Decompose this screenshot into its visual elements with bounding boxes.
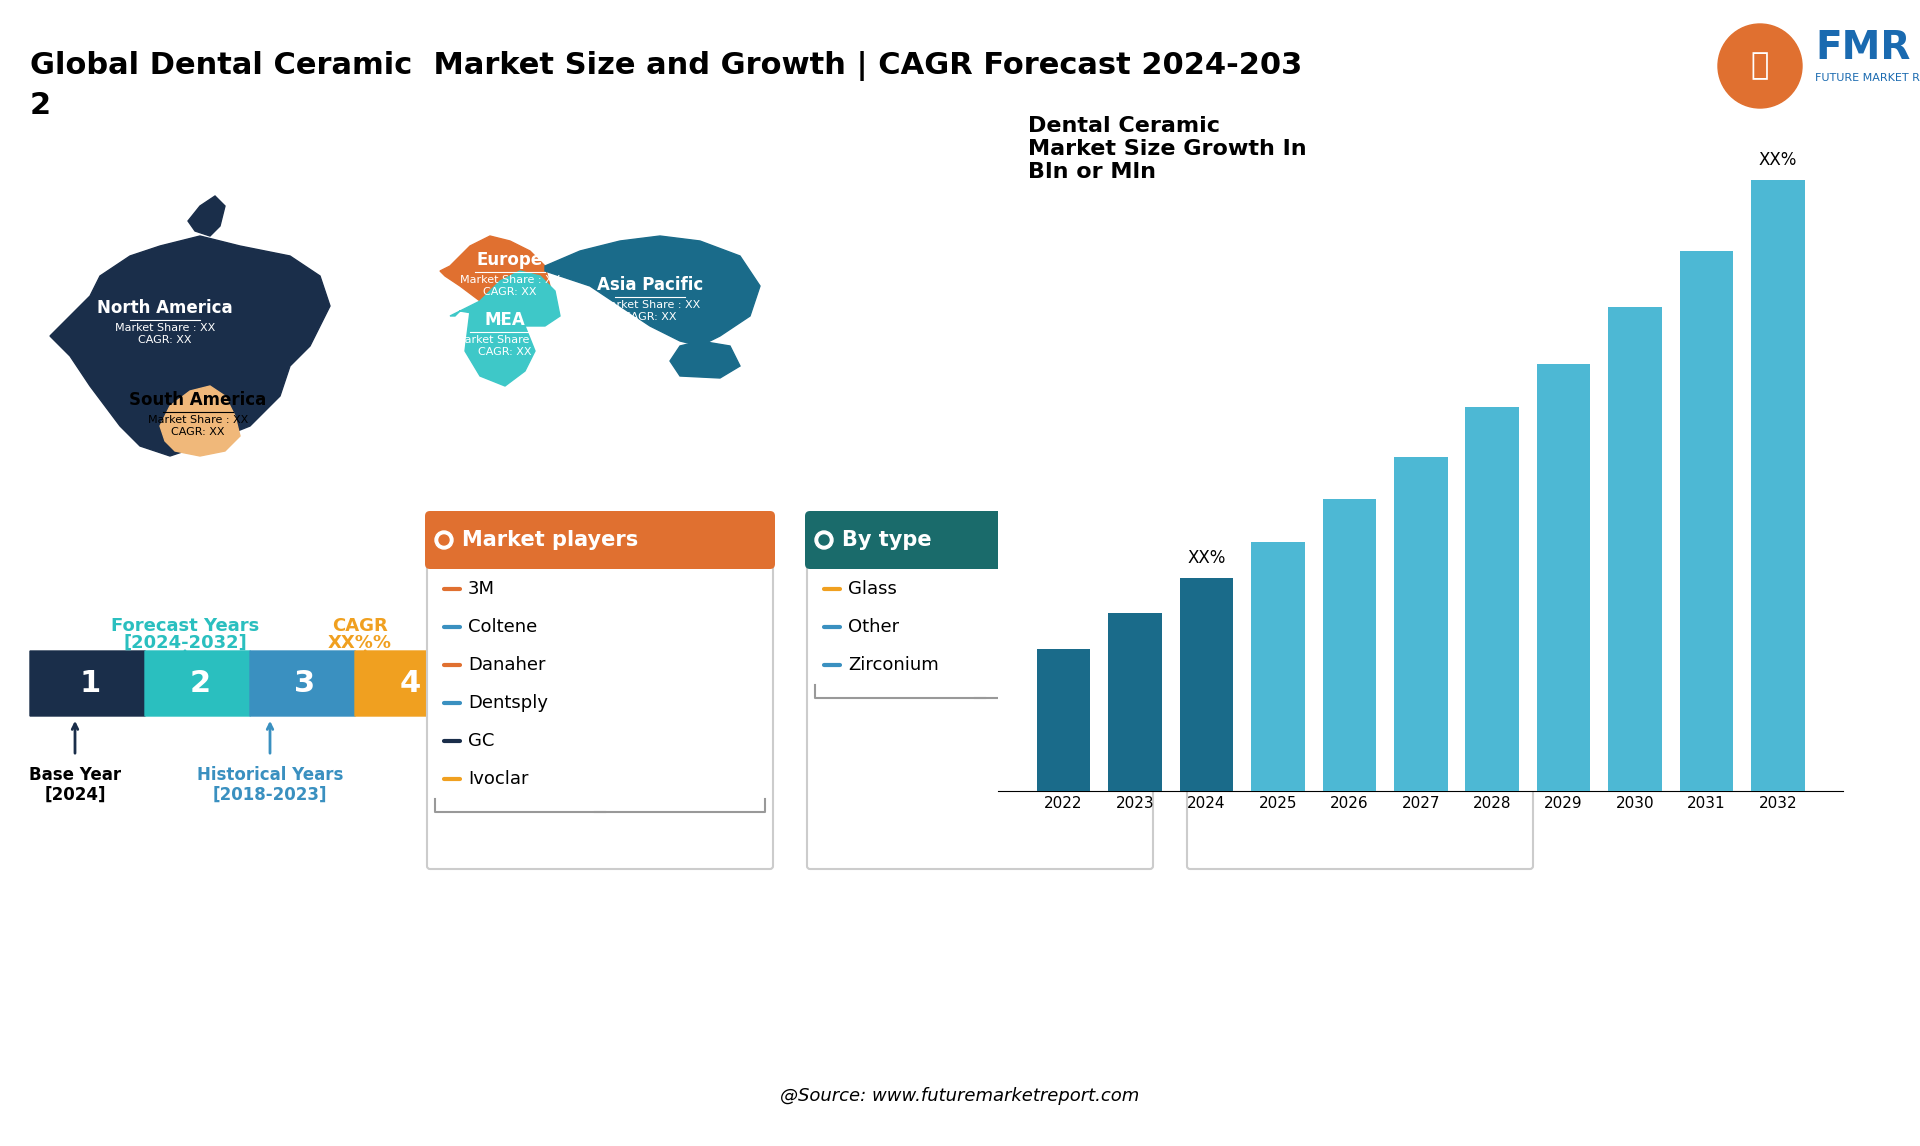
Circle shape [436,531,453,549]
Text: Base Year: Base Year [29,766,121,784]
Bar [1108,613,1162,791]
Polygon shape [355,651,474,716]
Text: Europe: Europe [476,251,543,269]
Bar [1680,251,1734,791]
Text: FMR: FMR [1814,29,1910,66]
FancyBboxPatch shape [426,551,774,869]
Bar [1037,649,1091,791]
Polygon shape [50,236,330,456]
Text: Coltene: Coltene [468,618,538,636]
Text: By type: By type [843,529,931,550]
Polygon shape [545,236,760,346]
Text: XX%: XX% [1187,549,1225,567]
Text: Market Share : XX: Market Share : XX [599,300,701,311]
Text: Global Dental Ceramic  Market Size and Growth | CAGR Forecast 2024-203: Global Dental Ceramic Market Size and Gr… [31,52,1302,81]
Text: Hospital: Hospital [1229,618,1302,636]
Polygon shape [146,651,265,716]
Polygon shape [440,236,549,316]
Polygon shape [31,651,159,716]
Bar [1751,180,1805,791]
Text: 3M: 3M [468,580,495,598]
Text: Dental Ceramic
Market Size Growth In
Bln or Mln: Dental Ceramic Market Size Growth In Bln… [1027,116,1306,182]
Text: 3: 3 [294,669,315,698]
Text: MEA: MEA [484,311,526,329]
Text: Historical Years: Historical Years [198,766,344,784]
Bar [1536,364,1590,791]
Text: XX%%: XX%% [328,634,392,652]
Bar [1323,500,1377,791]
Polygon shape [449,270,561,325]
Circle shape [1198,535,1210,545]
Text: Glass: Glass [849,580,897,598]
FancyBboxPatch shape [424,511,776,570]
Text: CAGR: XX: CAGR: XX [138,335,192,345]
FancyBboxPatch shape [804,511,1156,570]
Circle shape [1718,24,1803,108]
Text: 1: 1 [79,669,100,698]
Text: South America: South America [129,391,267,409]
FancyBboxPatch shape [1187,551,1532,869]
Bar [1394,457,1448,791]
FancyBboxPatch shape [1185,511,1534,570]
Text: Other: Other [849,618,899,636]
FancyBboxPatch shape [806,551,1154,869]
Text: FUTURE MARKET REPORT: FUTURE MARKET REPORT [1814,73,1920,83]
Circle shape [1194,531,1213,549]
Text: Ivoclar: Ivoclar [468,770,528,788]
Text: Asia Pacific: Asia Pacific [597,276,703,295]
Text: 4: 4 [399,669,420,698]
Text: GC: GC [468,732,493,749]
Text: [2018-2023]: [2018-2023] [213,786,326,804]
Text: 2: 2 [190,669,211,698]
Text: Forecast Years: Forecast Years [111,617,259,635]
Text: [2024]: [2024] [44,786,106,804]
Text: Market Share : XX: Market Share : XX [148,415,248,425]
Text: Market Share : XX: Market Share : XX [461,275,561,285]
Text: CAGR: CAGR [332,617,388,635]
Text: North America: North America [98,299,232,317]
Text: 2: 2 [31,91,52,120]
Polygon shape [465,311,536,386]
Text: Others: Others [1229,656,1288,674]
Text: [2024-2032]: [2024-2032] [123,634,248,652]
Text: @Source: www.futuremarketreport.com: @Source: www.futuremarketreport.com [780,1088,1140,1105]
Polygon shape [188,196,225,236]
Bar [1252,542,1306,791]
Text: Zirconium: Zirconium [849,656,939,674]
Text: Market Share : XX: Market Share : XX [115,323,215,333]
Text: By application: By application [1221,529,1390,550]
Text: XX%: XX% [1759,151,1797,168]
Text: CAGR: XX: CAGR: XX [624,312,676,322]
Polygon shape [670,342,739,378]
Text: Dentsply: Dentsply [468,694,547,712]
Circle shape [814,531,833,549]
Polygon shape [159,386,240,456]
Text: CAGR: XX: CAGR: XX [478,347,532,358]
Text: Market Share : XX: Market Share : XX [455,335,555,345]
Text: Market players: Market players [463,529,637,550]
Text: CAGR: XX: CAGR: XX [171,427,225,437]
Bar [1179,578,1233,791]
Circle shape [440,535,449,545]
Circle shape [820,535,829,545]
Polygon shape [250,651,371,716]
Text: Danaher: Danaher [468,656,545,674]
Bar [1609,307,1663,791]
Text: 👤: 👤 [1751,52,1768,80]
Text: CAGR: XX: CAGR: XX [484,286,538,297]
Text: Dental: Dental [1229,580,1288,598]
Bar [1465,407,1519,791]
